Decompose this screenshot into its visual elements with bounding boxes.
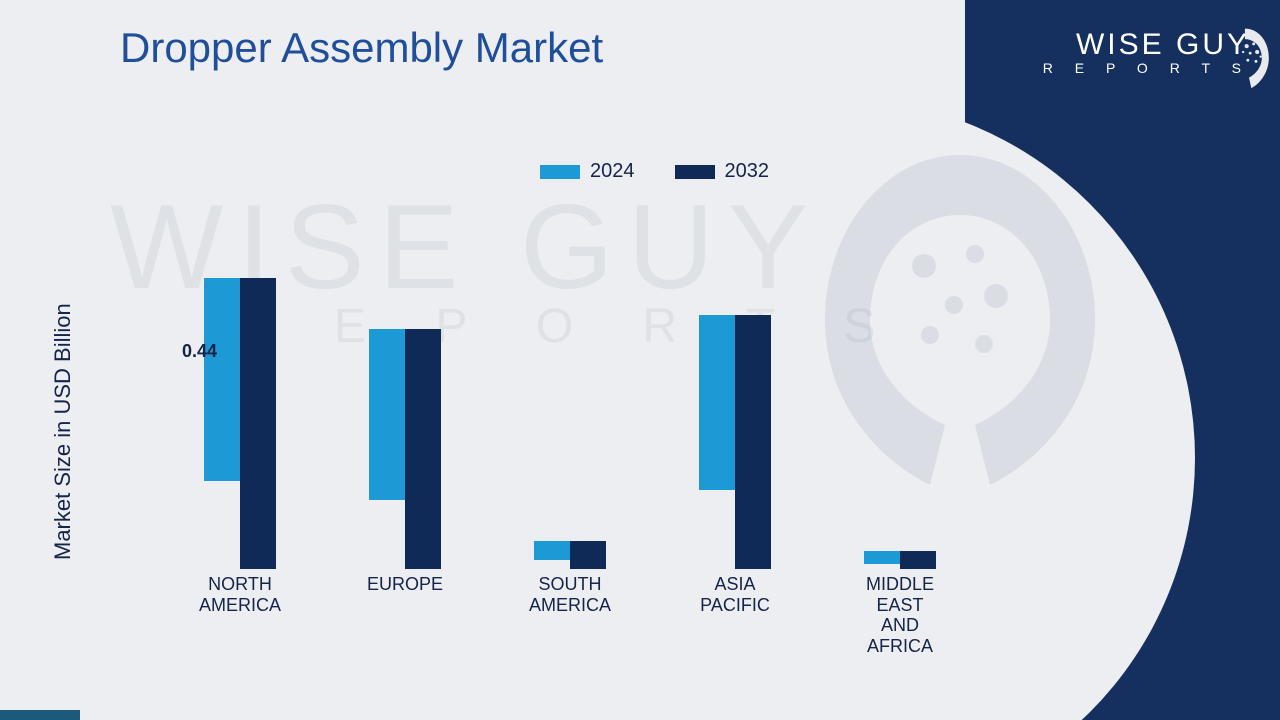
bar-group [345, 329, 465, 570]
value-label: 0.44 [182, 341, 217, 362]
bar-group [180, 278, 300, 569]
bar [369, 329, 405, 500]
bar [204, 278, 240, 482]
category-label: EUROPE [335, 574, 475, 595]
brand-head-icon [1212, 24, 1272, 94]
y-axis-label: Market Size in USD Billion [50, 303, 76, 560]
legend-swatch-2032 [675, 165, 715, 179]
legend-item-2024: 2024 [540, 160, 635, 183]
category-label: SOUTHAMERICA [500, 574, 640, 615]
bar [699, 315, 735, 491]
legend-swatch-2024 [540, 165, 580, 179]
bar [864, 551, 900, 565]
bar-group [510, 541, 630, 569]
bar [534, 541, 570, 560]
bar [240, 278, 276, 569]
bar-group [675, 315, 795, 569]
legend: 2024 2032 [540, 160, 769, 183]
category-label: NORTHAMERICA [170, 574, 310, 615]
bar [900, 551, 936, 570]
category-label: MIDDLEEASTANDAFRICA [830, 574, 970, 657]
bar [570, 541, 606, 569]
bar [405, 329, 441, 570]
plot-region: 0.44 [140, 200, 960, 570]
chart-area: 2024 2032 Market Size in USD Billion 0.4… [60, 160, 960, 680]
bar-group [840, 551, 960, 570]
page-root: WISE GUY R E P O R T S Dropper Assembly … [0, 0, 1280, 720]
legend-item-2032: 2032 [675, 160, 770, 183]
chart-title: Dropper Assembly Market [120, 24, 603, 72]
legend-label-2032: 2032 [725, 160, 770, 183]
bottom-accent-bar [0, 710, 80, 720]
category-label: ASIAPACIFIC [665, 574, 805, 615]
legend-label-2024: 2024 [590, 160, 635, 183]
bar [735, 315, 771, 569]
